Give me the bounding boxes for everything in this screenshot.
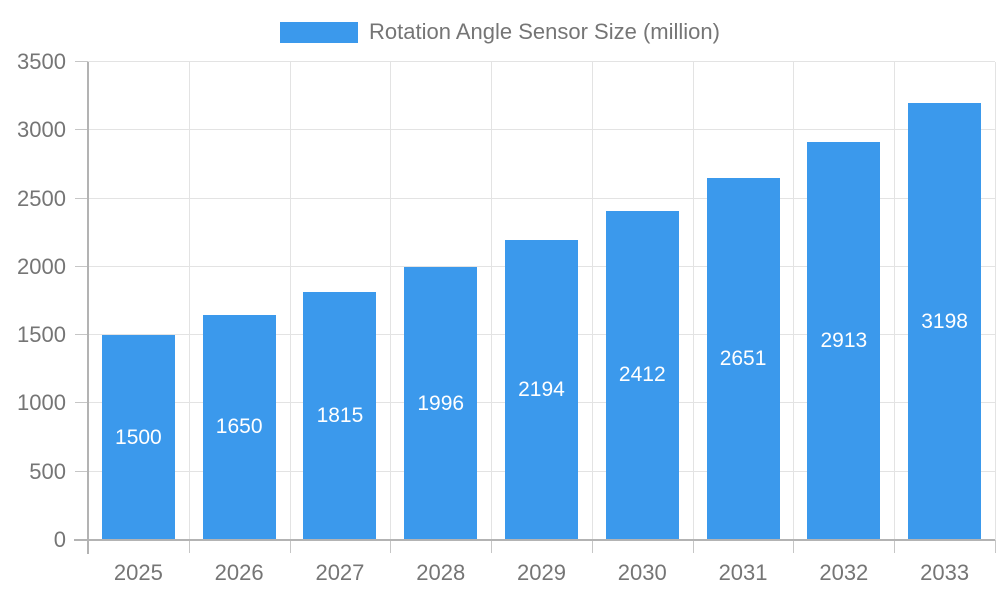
x-tick-label: 2032 [819,560,869,585]
h-gridline [88,197,995,199]
y-tick-mark [75,129,88,131]
y-tick-mark [75,197,88,199]
y-tick-label: 1000 [17,390,66,416]
bar-2025[interactable]: 1500 [101,335,175,540]
bar-2033[interactable]: 3198 [908,103,982,540]
x-tick-mark [995,540,996,553]
x-tick-mark [894,540,896,553]
x-tick-label: 2027 [315,560,365,585]
chart-legend[interactable]: Rotation Angle Sensor Size (million) [0,19,1000,45]
v-gridline [995,62,996,540]
x-axis-line [74,539,995,541]
y-axis-line [87,62,89,554]
bar-value-label: 3198 [921,309,968,333]
y-tick-label: 1500 [17,322,66,348]
v-gridline [591,62,593,540]
bar-2026[interactable]: 1650 [202,314,276,540]
x-tick-mark [491,540,493,553]
h-gridline [88,129,995,131]
y-tick-label: 2500 [17,185,66,211]
y-tick-label: 3500 [17,49,66,74]
x-tick-mark [591,540,593,553]
v-gridline [188,62,190,540]
bar-2027[interactable]: 1815 [303,292,377,540]
plot-area: 1500 1650 1815 1996 2194 2412 2651 2913 3198 [74,61,996,554]
x-tick-label: 2030 [617,560,667,585]
y-tick-label: 3000 [17,117,66,143]
bar-2031[interactable]: 2651 [706,177,780,540]
x-tick-label: 2026 [214,560,264,585]
bar-value-label: 1815 [316,404,364,428]
x-tick-mark [793,540,795,553]
v-gridline [894,62,896,540]
y-tick-label: 2000 [17,253,66,279]
v-gridline [793,62,795,540]
y-tick-mark [75,334,88,336]
x-tick-label: 2033 [920,560,970,585]
x-tick-mark [692,540,694,553]
v-gridline [491,62,493,540]
x-tick-label: 2025 [113,560,163,585]
y-axis-labels: 0 500 1000 1500 2000 2500 3000 3500 [0,49,66,552]
v-gridline [289,62,291,540]
bar-value-label: 2412 [618,363,666,387]
h-gridline [88,61,995,62]
bar-2029[interactable]: 2194 [504,240,579,540]
bar-2030[interactable]: 2412 [605,210,679,540]
x-tick-label: 2031 [718,560,768,585]
y-tick-mark [75,265,88,267]
bar-value-label: 2913 [820,329,868,353]
bar-value-label: 1996 [417,391,465,415]
y-tick-mark [75,402,88,404]
legend-label: Rotation Angle Sensor Size (million) [369,19,720,44]
v-gridline [692,62,694,540]
x-axis-labels: 2025 2026 2027 2028 2029 2030 2031 2032 2033 [88,552,995,592]
x-tick-label: 2028 [416,560,466,585]
x-tick-mark [289,540,291,553]
v-gridline [390,62,392,540]
bar-value-label: 2194 [518,378,565,402]
bar-2032[interactable]: 2913 [807,142,881,540]
bar-value-label: 2651 [719,346,767,370]
bar-2028[interactable]: 1996 [404,267,478,540]
y-tick-mark [75,61,88,62]
y-tick-mark [75,470,88,472]
x-tick-label: 2029 [517,560,566,585]
bar-value-label: 1650 [215,415,263,439]
bar-value-label: 1500 [115,425,162,449]
y-tick-label: 500 [29,458,66,484]
x-tick-mark [390,540,392,553]
y-tick-label: 0 [53,527,66,552]
x-tick-mark [188,540,190,553]
legend-swatch [280,21,359,43]
